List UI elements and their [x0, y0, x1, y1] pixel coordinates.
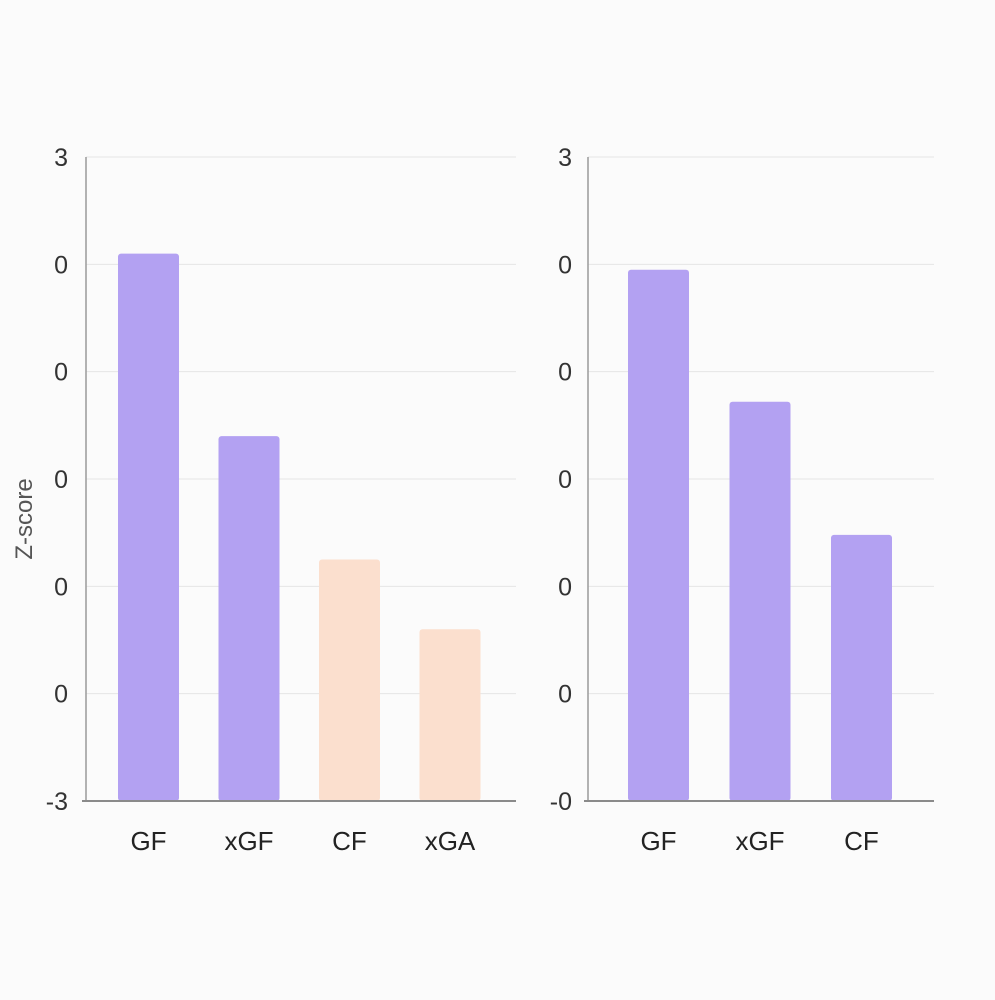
x-tick-label: xGF	[735, 826, 784, 856]
y-tick-label: 0	[558, 359, 572, 387]
bar-cf	[831, 534, 892, 801]
y-tick-label: -3	[46, 788, 68, 816]
x-tick-label: GF	[130, 826, 166, 856]
y-tick-label: 0	[54, 251, 68, 279]
x-tick-label: CF	[332, 826, 367, 856]
y-axis-title: Z-score	[11, 478, 38, 559]
y-tick-label: -0	[550, 788, 572, 816]
bar-xgf	[218, 436, 280, 801]
y-tick-label: 3	[558, 144, 572, 172]
y-tick-label: 0	[54, 466, 68, 494]
bar-gf	[118, 253, 179, 802]
y-tick-label: 3	[54, 144, 68, 172]
bar-gf	[628, 269, 689, 801]
y-tick-label: 0	[54, 359, 68, 387]
y-tick-label: 0	[558, 466, 572, 494]
y-tick-label: 0	[54, 573, 68, 601]
y-tick-label: 0	[54, 681, 68, 709]
x-tick-label: GF	[640, 826, 676, 856]
x-tick-label: xGF	[224, 826, 273, 856]
bar-xga	[419, 629, 481, 801]
y-tick-label: 0	[558, 681, 572, 709]
bar-cf	[319, 559, 380, 801]
y-tick-label: 0	[558, 573, 572, 601]
x-tick-label: CF	[844, 826, 879, 856]
x-tick-label: xGA	[425, 826, 476, 856]
chart-panel-2: 3 0 0 0 0 0 -0 GF xGF CF	[550, 144, 934, 856]
bar-xgf	[729, 401, 791, 801]
y-tick-label: 0	[558, 251, 572, 279]
chart-panel-1: 3 0 0 0 0 0 -3 GF xGF CF xGA Z-score	[11, 144, 516, 856]
